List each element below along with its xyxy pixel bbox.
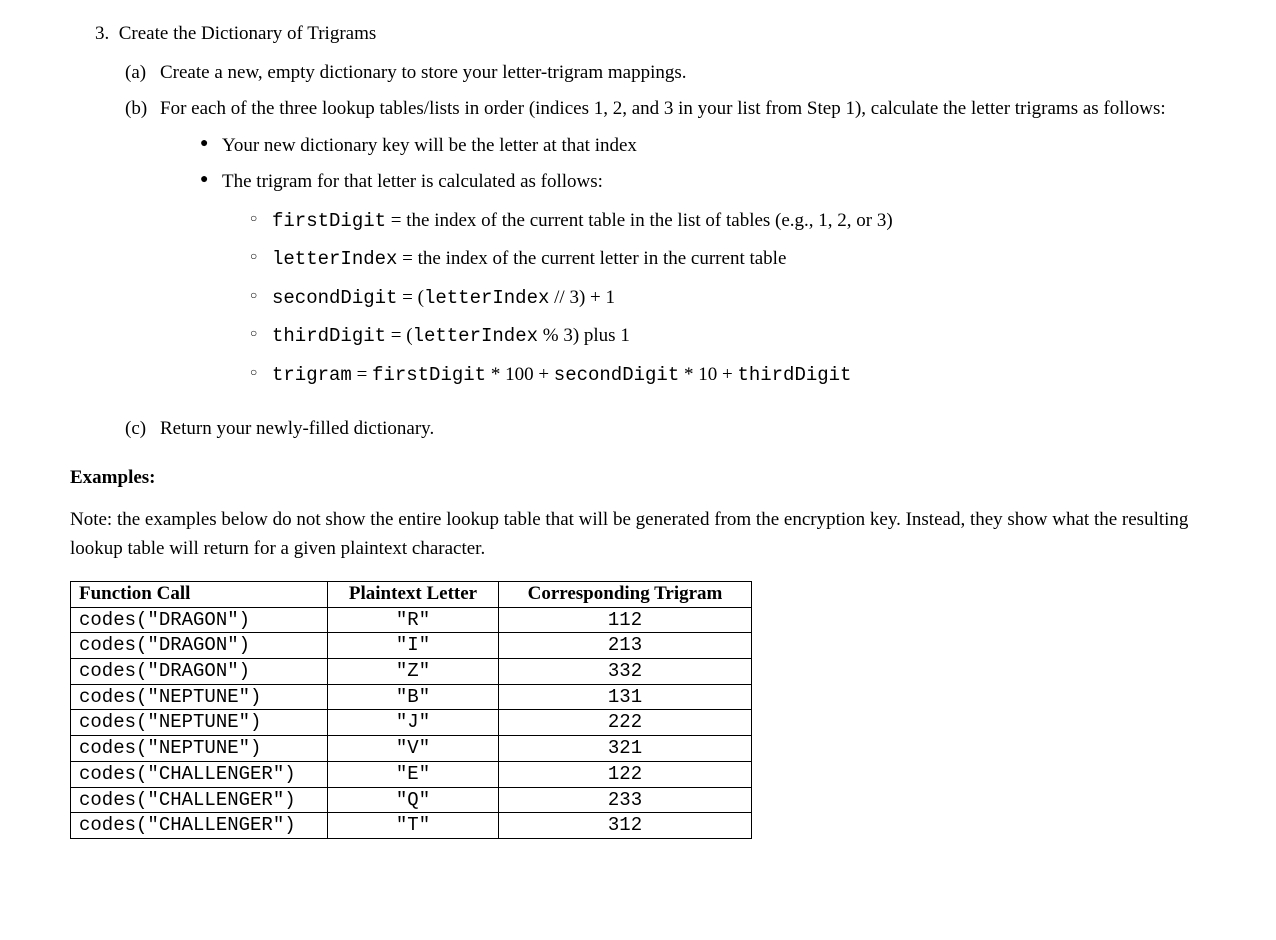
cell-pl: "T": [328, 813, 499, 839]
examples-heading: Examples:: [70, 464, 1206, 493]
cell-tg: 233: [499, 787, 752, 813]
table-row: codes("DRAGON") "I" 213: [71, 633, 752, 659]
circ-3-text: secondDigit = (letterIndex // 3) + 1: [272, 284, 615, 313]
cell-fn: codes("DRAGON"): [71, 607, 328, 633]
cell-fn: codes("CHALLENGER"): [71, 787, 328, 813]
circ-2-text: letterIndex = the index of the current l…: [272, 245, 786, 274]
circ-3: ○ secondDigit = (letterIndex // 3) + 1: [250, 284, 893, 313]
circ-5: ○ trigram = firstDigit * 100 + secondDig…: [250, 361, 893, 390]
table-body: codes("DRAGON") "R" 112 codes("DRAGON") …: [71, 607, 752, 838]
circ-4-text: thirdDigit = (letterIndex % 3) plus 1: [272, 322, 630, 351]
cell-tg: 312: [499, 813, 752, 839]
cell-pl: "E": [328, 761, 499, 787]
cell-fn: codes("NEPTUNE"): [71, 736, 328, 762]
sub-b: (b) For each of the three lookup tables/…: [125, 95, 1206, 407]
cell-pl: "Z": [328, 659, 499, 685]
cell-fn: codes("DRAGON"): [71, 633, 328, 659]
circ-1: ○ firstDigit = the index of the current …: [250, 207, 893, 236]
sub-c: (c) Return your newly-filled dictionary.: [125, 415, 1206, 444]
cell-pl: "J": [328, 710, 499, 736]
circ-icon: ○: [250, 245, 272, 274]
table-row: codes("CHALLENGER") "T" 312: [71, 813, 752, 839]
circ-icon: ○: [250, 322, 272, 351]
sub-b-text: For each of the three lookup tables/list…: [160, 95, 1206, 407]
cell-tg: 222: [499, 710, 752, 736]
cell-tg: 112: [499, 607, 752, 633]
step-title: Create the Dictionary of Trigrams: [119, 23, 377, 44]
bullet-list: ● Your new dictionary key will be the le…: [200, 132, 1206, 400]
table-row: codes("NEPTUNE") "B" 131: [71, 684, 752, 710]
cell-tg: 332: [499, 659, 752, 685]
step-number: 3.: [95, 23, 109, 44]
circ-4: ○ thirdDigit = (letterIndex % 3) plus 1: [250, 322, 893, 351]
cell-pl: "B": [328, 684, 499, 710]
cell-tg: 321: [499, 736, 752, 762]
table-row: codes("CHALLENGER") "Q" 233: [71, 787, 752, 813]
circ-1-text: firstDigit = the index of the current ta…: [272, 207, 893, 236]
table-row: codes("DRAGON") "Z" 332: [71, 659, 752, 685]
bullet-1-text: Your new dictionary key will be the lett…: [222, 132, 637, 161]
cell-fn: codes("NEPTUNE"): [71, 684, 328, 710]
cell-tg: 131: [499, 684, 752, 710]
sub-list: (a) Create a new, empty dictionary to st…: [125, 59, 1206, 444]
cell-pl: "R": [328, 607, 499, 633]
sub-b-intro: For each of the three lookup tables/list…: [160, 98, 1166, 119]
table-row: codes("DRAGON") "R" 112: [71, 607, 752, 633]
cell-tg: 122: [499, 761, 752, 787]
sub-c-label: (c): [125, 415, 160, 444]
circ-list: ○ firstDigit = the index of the current …: [250, 207, 893, 390]
cell-pl: "Q": [328, 787, 499, 813]
sub-a-text: Create a new, empty dictionary to store …: [160, 59, 1206, 88]
th-plaintext-letter: Plaintext Letter: [328, 582, 499, 608]
bullet-icon: ●: [200, 168, 222, 399]
bullet-2-text: The trigram for that letter is calculate…: [222, 168, 893, 399]
document-page: 3. Create the Dictionary of Trigrams (a)…: [0, 0, 1276, 940]
sub-a-label: (a): [125, 59, 160, 88]
table-row: codes("NEPTUNE") "V" 321: [71, 736, 752, 762]
cell-fn: codes("NEPTUNE"): [71, 710, 328, 736]
bullet-2: ● The trigram for that letter is calcula…: [200, 168, 1206, 399]
cell-fn: codes("DRAGON"): [71, 659, 328, 685]
bullet-1: ● Your new dictionary key will be the le…: [200, 132, 1206, 161]
sub-a: (a) Create a new, empty dictionary to st…: [125, 59, 1206, 88]
table-row: codes("CHALLENGER") "E" 122: [71, 761, 752, 787]
th-function-call: Function Call: [71, 582, 328, 608]
trigram-table: Function Call Plaintext Letter Correspon…: [70, 581, 752, 839]
circ-icon: ○: [250, 284, 272, 313]
sub-b-label: (b): [125, 95, 160, 407]
cell-tg: 213: [499, 633, 752, 659]
cell-fn: codes("CHALLENGER"): [71, 813, 328, 839]
step-3-heading: 3. Create the Dictionary of Trigrams: [95, 20, 1206, 49]
bullet-icon: ●: [200, 132, 222, 161]
table-header-row: Function Call Plaintext Letter Correspon…: [71, 582, 752, 608]
table-row: codes("NEPTUNE") "J" 222: [71, 710, 752, 736]
circ-2: ○ letterIndex = the index of the current…: [250, 245, 893, 274]
circ-5-text: trigram = firstDigit * 100 + secondDigit…: [272, 361, 851, 390]
cell-pl: "V": [328, 736, 499, 762]
th-corresponding-trigram: Corresponding Trigram: [499, 582, 752, 608]
circ-icon: ○: [250, 361, 272, 390]
examples-note: Note: the examples below do not show the…: [70, 506, 1206, 563]
cell-pl: "I": [328, 633, 499, 659]
sub-c-text: Return your newly-filled dictionary.: [160, 415, 1206, 444]
cell-fn: codes("CHALLENGER"): [71, 761, 328, 787]
circ-icon: ○: [250, 207, 272, 236]
